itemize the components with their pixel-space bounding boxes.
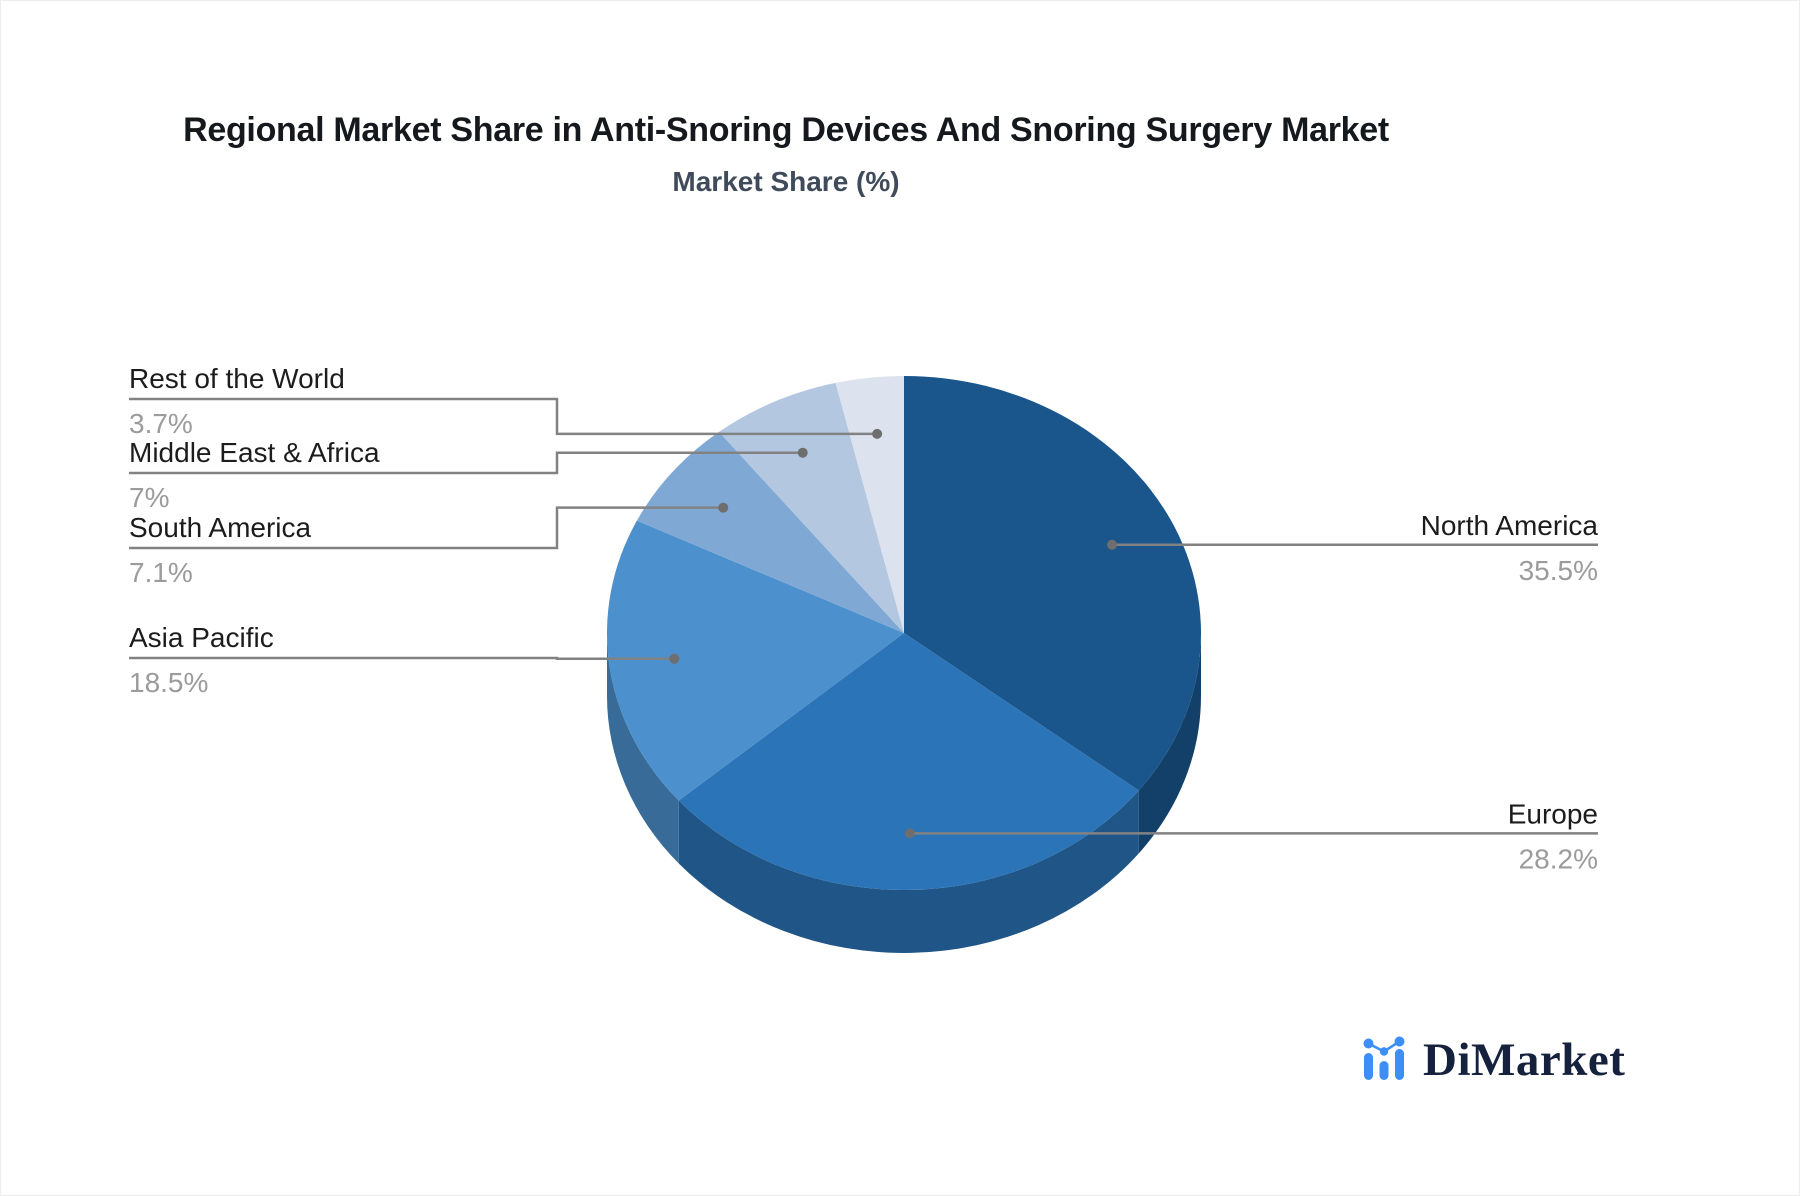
bar-chart-icon-shapes bbox=[1363, 1036, 1405, 1080]
bar-chart-icon bbox=[1363, 1036, 1405, 1080]
pie-slice-asia-pacific[interactable] bbox=[607, 520, 904, 801]
callout-value-europe: 28.2% bbox=[1519, 843, 1598, 874]
callout-dot-middle-east-africa bbox=[797, 447, 808, 458]
callout-dot-south-america bbox=[718, 502, 729, 513]
callout-value-rest-of-the-world: 3.7% bbox=[129, 408, 193, 439]
pie-slice-depth-europe bbox=[678, 790, 1139, 953]
chart-title: Regional Market Share in Anti-Snoring De… bbox=[183, 111, 1389, 149]
brand-logo: DiMarket bbox=[1361, 1033, 1625, 1087]
callout-label-rest-of-the-world: Rest of the World bbox=[129, 363, 345, 394]
callout-label-north-america: North America bbox=[1421, 510, 1599, 541]
pie-slice-rest-of-the-world[interactable] bbox=[835, 376, 904, 633]
callout-line-asia-pacific bbox=[129, 656, 675, 660]
pie-slice-north-america[interactable] bbox=[904, 376, 1201, 791]
callout-dot-rest-of-the-world bbox=[872, 428, 883, 439]
pie-slice-europe[interactable] bbox=[678, 633, 1139, 890]
callout-dot-north-america bbox=[1107, 539, 1118, 550]
callout-line-middle-east-africa bbox=[129, 451, 803, 475]
callout-dot-asia-pacific bbox=[669, 653, 680, 664]
callout-dot-europe bbox=[904, 828, 915, 839]
brand-logo-text: DiMarket bbox=[1423, 1034, 1626, 1086]
callout-line-south-america bbox=[129, 506, 724, 550]
chart-header: Regional Market Share in Anti-Snoring De… bbox=[1, 111, 1571, 198]
callout-value-north-america: 35.5% bbox=[1519, 555, 1598, 586]
pie-slice-middle-east-africa[interactable] bbox=[719, 382, 904, 633]
pie-slice-south-america[interactable] bbox=[636, 431, 904, 633]
callout-label-south-america: South America bbox=[129, 512, 312, 543]
callout-value-asia-pacific: 18.5% bbox=[129, 667, 208, 698]
callout-label-europe: Europe bbox=[1508, 798, 1598, 829]
callout-label-asia-pacific: Asia Pacific bbox=[129, 622, 274, 653]
pie-slice-depth-asia-pacific bbox=[607, 633, 679, 864]
callout-line-rest-of-the-world bbox=[129, 397, 878, 436]
chart-subtitle: Market Share (%) bbox=[672, 166, 900, 197]
callout-label-middle-east-africa: Middle East & Africa bbox=[129, 437, 380, 468]
pie-slice-depth-north-america bbox=[1138, 633, 1201, 854]
callout-value-south-america: 7.1% bbox=[129, 557, 193, 588]
callout-value-middle-east-africa: 7% bbox=[129, 482, 169, 513]
